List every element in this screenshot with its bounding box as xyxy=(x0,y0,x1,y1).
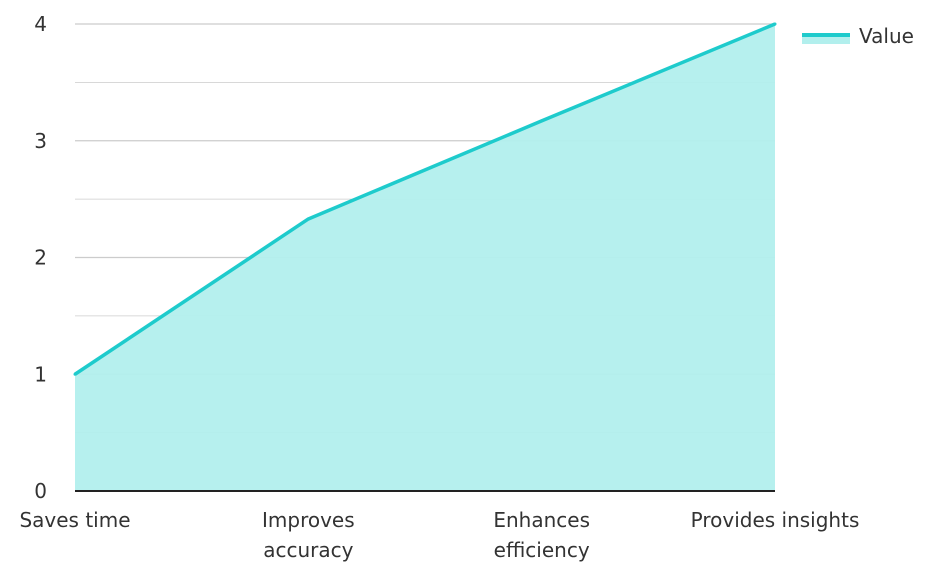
data-point xyxy=(773,22,777,26)
legend-swatch-fill xyxy=(802,34,850,44)
x-axis-ticks: Saves time Improves accuracy Enhances effici… xyxy=(19,508,859,562)
x-tick-label: Saves time xyxy=(19,508,130,532)
legend-label-value: Value xyxy=(859,24,914,48)
legend: Value xyxy=(802,24,914,48)
y-tick-label: 1 xyxy=(34,362,47,386)
x-tick-label: Provides insights xyxy=(691,508,860,532)
data-point xyxy=(540,119,544,123)
y-axis-ticks: 0 1 2 3 4 xyxy=(34,12,47,503)
y-tick-label: 4 xyxy=(34,12,47,36)
series-line-value xyxy=(74,22,776,376)
area-fill xyxy=(75,24,775,491)
y-tick-label: 0 xyxy=(34,479,47,503)
data-point xyxy=(73,372,77,376)
x-tick-label: Enhances efficiency xyxy=(493,508,590,562)
y-tick-label: 3 xyxy=(34,129,47,153)
x-tick-label: Improves accuracy xyxy=(262,508,355,562)
y-tick-label: 2 xyxy=(34,246,47,270)
data-point xyxy=(306,217,310,221)
